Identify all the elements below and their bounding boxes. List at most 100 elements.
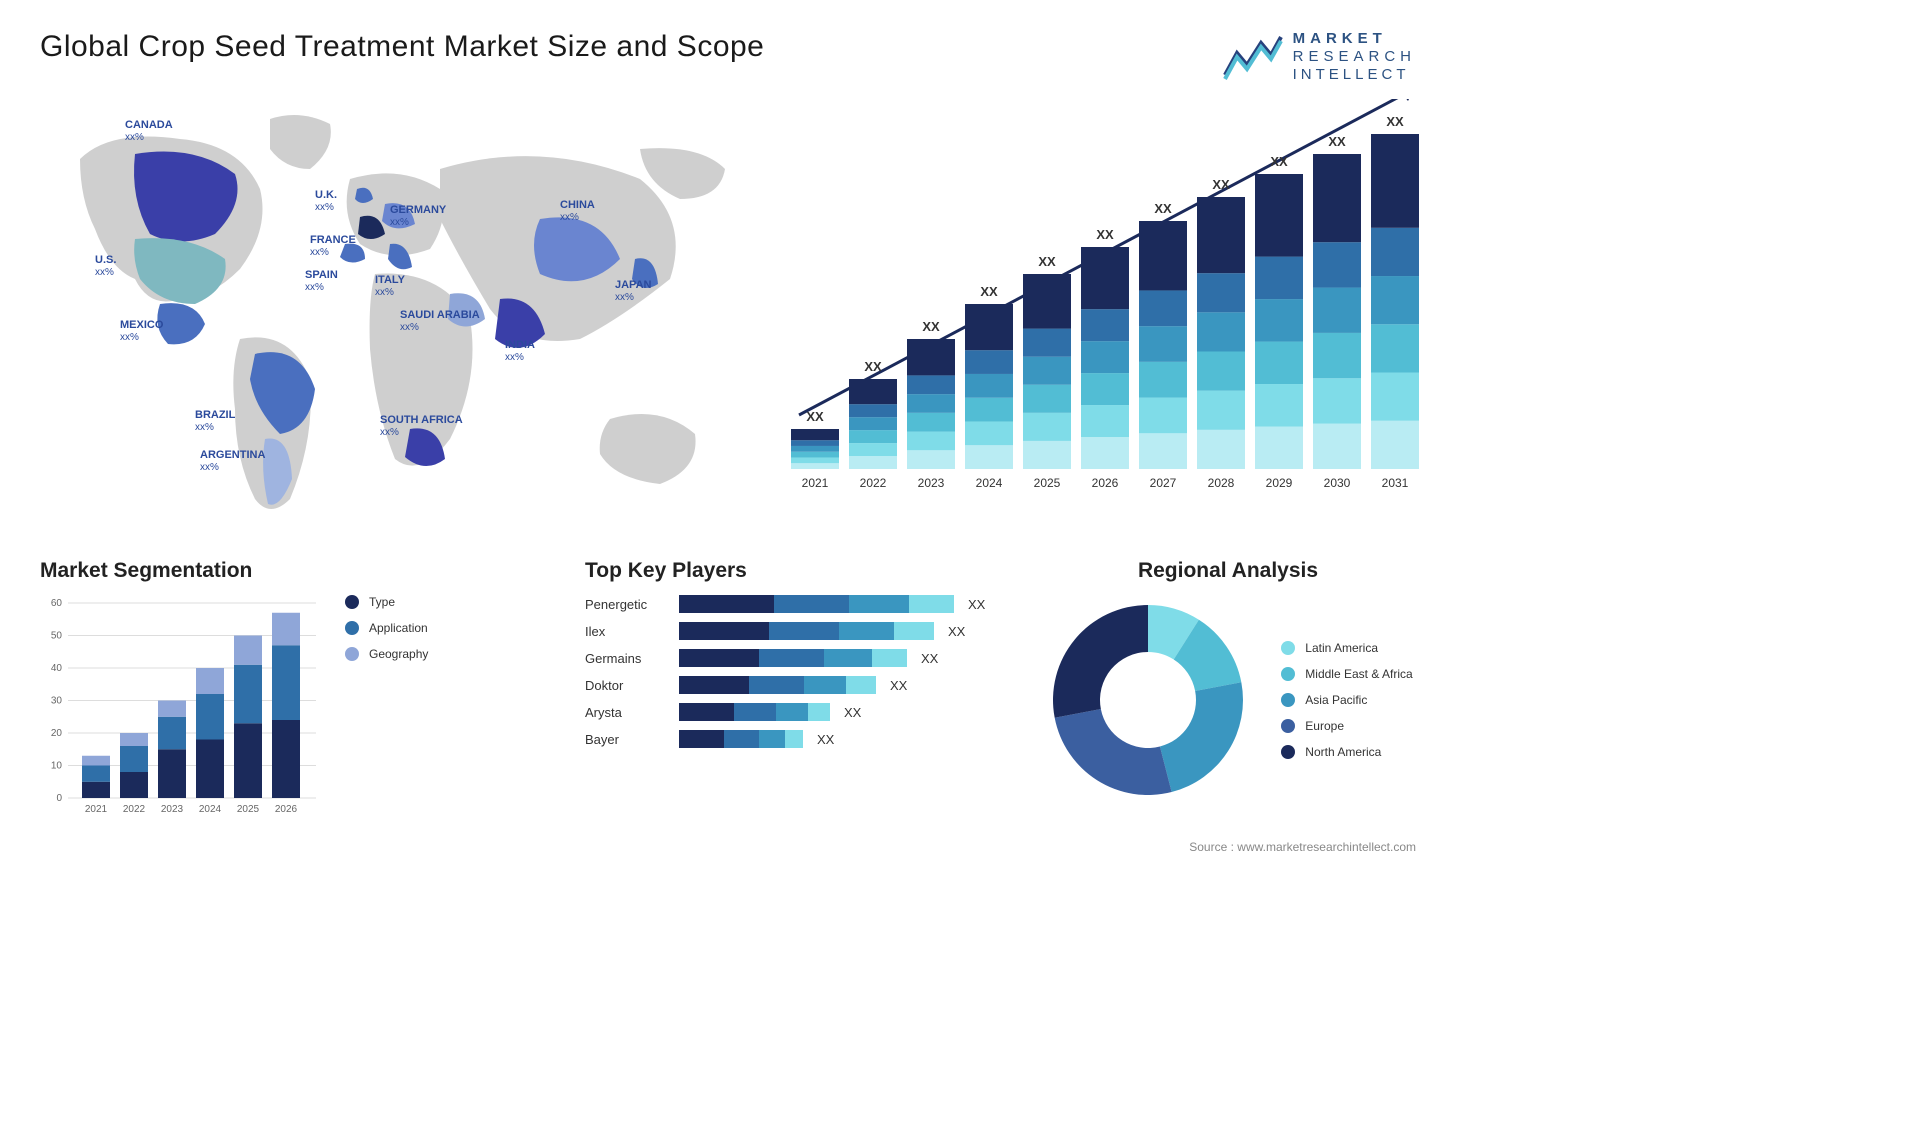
- map-label-u-k-: U.K.xx%: [315, 189, 337, 213]
- map-label-brazil: BRAZILxx%: [195, 409, 235, 433]
- svg-text:2031: 2031: [1382, 476, 1409, 490]
- player-bar: [679, 649, 907, 667]
- player-label: Arysta: [585, 705, 665, 720]
- svg-text:2027: 2027: [1150, 476, 1177, 490]
- player-label: Germains: [585, 651, 665, 666]
- svg-text:2030: 2030: [1324, 476, 1351, 490]
- player-value: XX: [890, 678, 907, 693]
- map-label-india: INDIAxx%: [505, 339, 535, 363]
- regional-legend-europe: Europe: [1281, 719, 1412, 733]
- svg-text:10: 10: [51, 761, 63, 772]
- map-label-japan: JAPANxx%: [615, 279, 651, 303]
- player-bar: [679, 595, 954, 613]
- map-label-argentina: ARGENTINAxx%: [200, 449, 265, 473]
- regional-legend-latin-america: Latin America: [1281, 641, 1412, 655]
- svg-text:XX: XX: [980, 284, 998, 299]
- map-label-u-s-: U.S.xx%: [95, 254, 116, 278]
- svg-text:50: 50: [51, 631, 63, 642]
- key-players-chart: PenergeticXXIlexXXGermainsXXDoktorXXArys…: [585, 595, 1015, 748]
- player-row-arysta: Arysta XX: [585, 703, 1015, 721]
- player-label: Penergetic: [585, 597, 665, 612]
- svg-text:XX: XX: [1386, 114, 1404, 129]
- map-label-france: FRANCExx%: [310, 234, 356, 258]
- map-label-saudi-arabia: SAUDI ARABIAxx%: [400, 309, 480, 333]
- logo-icon: [1223, 33, 1283, 81]
- regional-donut-svg: [1043, 595, 1253, 805]
- player-value: XX: [968, 597, 985, 612]
- svg-text:XX: XX: [806, 409, 824, 424]
- svg-text:2026: 2026: [1092, 476, 1119, 490]
- svg-text:2022: 2022: [860, 476, 887, 490]
- player-label: Bayer: [585, 732, 665, 747]
- player-row-bayer: Bayer XX: [585, 730, 1015, 748]
- svg-text:40: 40: [51, 663, 63, 674]
- player-row-germains: GermainsXX: [585, 649, 1015, 667]
- regional-legend-north-america: North America: [1281, 745, 1412, 759]
- svg-text:2025: 2025: [1034, 476, 1061, 490]
- player-row-penergetic: Penergetic XX: [585, 595, 1015, 613]
- growth-chart-svg: XX 2021 XX 2022 XX 2023 XX 2024 XX 2025 XX 2026 XX 20…: [760, 99, 1430, 499]
- map-label-south-africa: SOUTH AFRICAxx%: [380, 414, 463, 438]
- page-title: Global Crop Seed Treatment Market Size a…: [40, 30, 764, 64]
- player-value: XX: [948, 624, 965, 639]
- key-players-panel: Top Key Players Penergetic XX Ilex XX Germai…: [585, 559, 1015, 820]
- svg-text:XX: XX: [1270, 154, 1288, 169]
- segmentation-chart-svg: 0102030405060202120222023202420252026: [40, 595, 320, 820]
- player-label: Doktor: [585, 678, 665, 693]
- svg-text:2024: 2024: [976, 476, 1003, 490]
- player-bar: [679, 703, 830, 721]
- regional-title: Regional Analysis: [1138, 559, 1318, 583]
- seg-legend-type: Type: [345, 595, 428, 609]
- seg-legend-application: Application: [345, 621, 428, 635]
- svg-text:XX: XX: [1328, 134, 1346, 149]
- svg-text:0: 0: [56, 793, 62, 804]
- svg-text:2028: 2028: [1208, 476, 1235, 490]
- svg-text:60: 60: [51, 598, 63, 609]
- logo-line3: INTELLECT: [1293, 66, 1416, 84]
- svg-text:XX: XX: [922, 319, 940, 334]
- svg-text:2024: 2024: [199, 804, 222, 815]
- segmentation-legend: Type Application Geography: [345, 595, 428, 820]
- svg-text:2029: 2029: [1266, 476, 1293, 490]
- player-value: XX: [844, 705, 861, 720]
- world-map-panel: CANADAxx% U.S.xx% MEXICOxx% BRAZILxx% ARGENT…: [40, 99, 730, 529]
- seg-legend-geography: Geography: [345, 647, 428, 661]
- svg-text:20: 20: [51, 728, 63, 739]
- logo-line2: RESEARCH: [1293, 48, 1416, 66]
- segmentation-panel: Market Segmentation 0 10 20 30 40 50 60 2021 202…: [40, 559, 560, 820]
- svg-text:2023: 2023: [918, 476, 945, 490]
- growth-chart-panel: XX 2021 XX 2022 XX 2023 XX 2024 XX 2025 XX 2026 XX 20…: [760, 99, 1430, 499]
- map-label-mexico: MEXICOxx%: [120, 319, 163, 343]
- player-bar: [679, 730, 803, 748]
- svg-text:2023: 2023: [161, 804, 184, 815]
- regional-legend: Latin America Middle East & Africa Asia Pa…: [1281, 641, 1412, 759]
- svg-text:2021: 2021: [85, 804, 108, 815]
- svg-text:2026: 2026: [275, 804, 298, 815]
- regional-panel: Regional Analysis Latin America Middle Ea…: [1040, 559, 1416, 820]
- player-row-ilex: Ilex XX: [585, 622, 1015, 640]
- svg-text:XX: XX: [1038, 254, 1056, 269]
- map-label-germany: GERMANYxx%: [390, 204, 446, 228]
- svg-text:30: 30: [51, 696, 63, 707]
- svg-text:XX: XX: [1096, 227, 1114, 242]
- segmentation-title: Market Segmentation: [40, 559, 560, 583]
- brand-logo: MARKET RESEARCH INTELLECT: [1223, 30, 1416, 84]
- map-label-canada: CANADAxx%: [125, 119, 173, 143]
- regional-legend-middle-east-africa: Middle East & Africa: [1281, 667, 1412, 681]
- svg-text:XX: XX: [1212, 177, 1230, 192]
- player-label: Ilex: [585, 624, 665, 639]
- svg-text:XX: XX: [1154, 201, 1172, 216]
- regional-legend-asia-pacific: Asia Pacific: [1281, 693, 1412, 707]
- svg-text:2025: 2025: [237, 804, 260, 815]
- source-line: Source : www.marketresearchintellect.com: [40, 840, 1416, 854]
- map-label-spain: SPAINxx%: [305, 269, 338, 293]
- player-value: XX: [817, 732, 834, 747]
- player-bar: [679, 622, 934, 640]
- world-map-svg: [40, 99, 730, 529]
- logo-line1: MARKET: [1293, 30, 1416, 48]
- key-players-title: Top Key Players: [585, 559, 1015, 583]
- svg-text:2021: 2021: [802, 476, 829, 490]
- svg-text:XX: XX: [864, 359, 882, 374]
- map-label-italy: ITALYxx%: [375, 274, 405, 298]
- map-label-china: CHINAxx%: [560, 199, 595, 223]
